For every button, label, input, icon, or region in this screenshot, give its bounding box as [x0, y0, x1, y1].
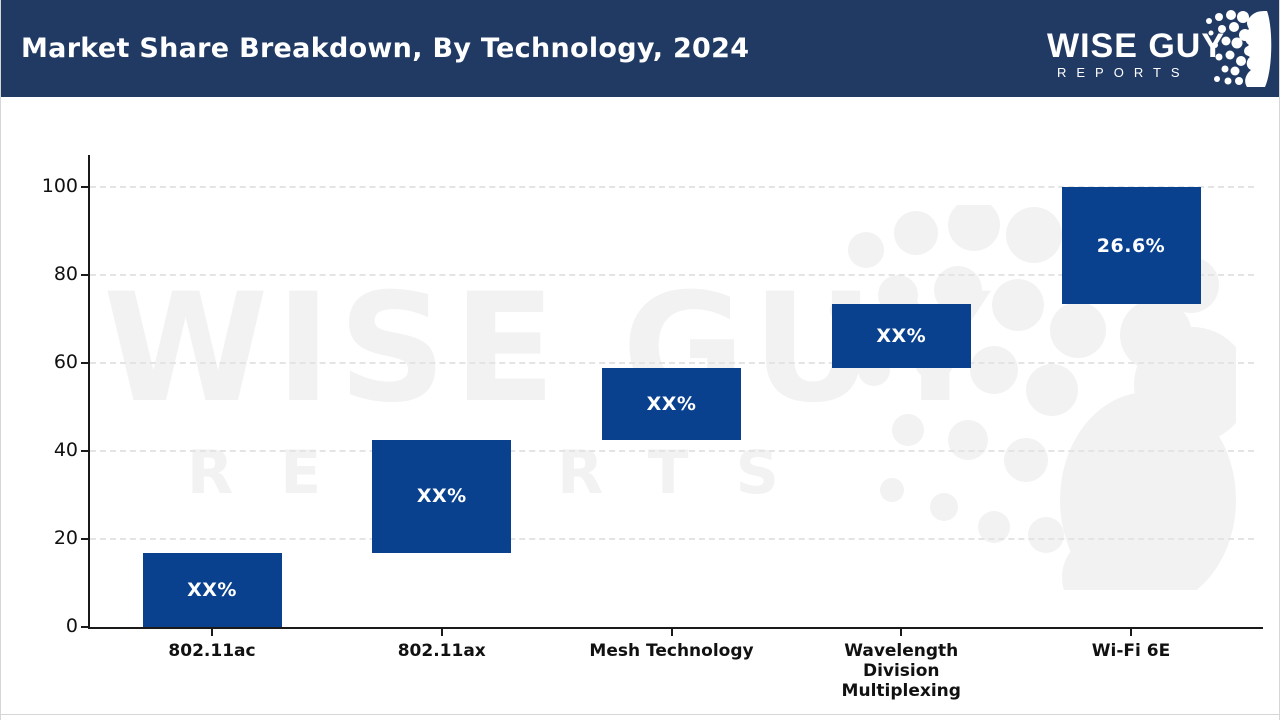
y-axis-tick-mark: [81, 626, 89, 628]
bar-value-label: XX%: [187, 579, 237, 602]
grid-line: [90, 274, 1254, 276]
wise-guy-logo: WISE GUY REPORTS: [1047, 9, 1272, 87]
y-axis-tick-mark: [81, 362, 89, 364]
bar: XX%: [602, 367, 741, 440]
bar: 26.6%: [1061, 187, 1201, 305]
y-axis-tick-mark: [81, 450, 89, 452]
y-axis-tick-mark: [81, 186, 89, 188]
y-axis-tick-label: 0: [65, 615, 78, 637]
bar-value-label: 26.6%: [1096, 234, 1166, 257]
y-axis-tick-label: 60: [53, 351, 78, 373]
y-axis-tick-mark: [81, 274, 89, 276]
grid-line: [90, 186, 1254, 188]
x-axis-tick-mark: [1130, 629, 1132, 636]
y-axis-tick-label: 40: [53, 439, 78, 461]
logo-wordmark: WISE GUY: [1047, 27, 1225, 65]
grid-line: [90, 538, 1254, 540]
bar: XX%: [142, 553, 282, 627]
x-axis-tick-mark: [670, 629, 673, 636]
x-axis-tick-mark: [440, 629, 443, 636]
grid-line: [90, 362, 1254, 364]
x-axis-tick-mark: [900, 629, 903, 636]
logo-face-icon: [1206, 9, 1272, 87]
logo-tagline: REPORTS: [1057, 65, 1190, 80]
bar-value-label: XX%: [416, 485, 467, 508]
x-axis-category-label: Wavelength Division Multiplexing: [841, 641, 961, 701]
page-title: Market Share Breakdown, By Technology, 2…: [21, 33, 750, 64]
x-axis-category-label: 802.11ax: [397, 641, 486, 661]
y-axis-tick-label: 100: [41, 175, 78, 197]
x-axis-category-label: Wi-Fi 6E: [1091, 641, 1171, 661]
page-bottom-border: [1, 714, 1279, 715]
y-axis-tick-label: 80: [53, 263, 78, 285]
grid-line: [90, 450, 1254, 452]
bar: XX%: [372, 439, 512, 554]
x-axis-category-label: Mesh Technology: [589, 641, 754, 661]
y-axis-tick-mark: [81, 538, 89, 540]
x-axis-tick-mark: [211, 629, 213, 636]
x-axis-line: [88, 627, 1263, 629]
x-axis-category-label: 802.11ac: [168, 641, 256, 661]
y-axis-tick-label: 20: [53, 527, 78, 549]
bar: XX%: [831, 304, 971, 368]
y-axis-line: [88, 155, 90, 629]
bar-value-label: XX%: [646, 392, 697, 415]
header-bar: Market Share Breakdown, By Technology, 2…: [1, 0, 1279, 97]
bar-value-label: XX%: [876, 324, 927, 347]
